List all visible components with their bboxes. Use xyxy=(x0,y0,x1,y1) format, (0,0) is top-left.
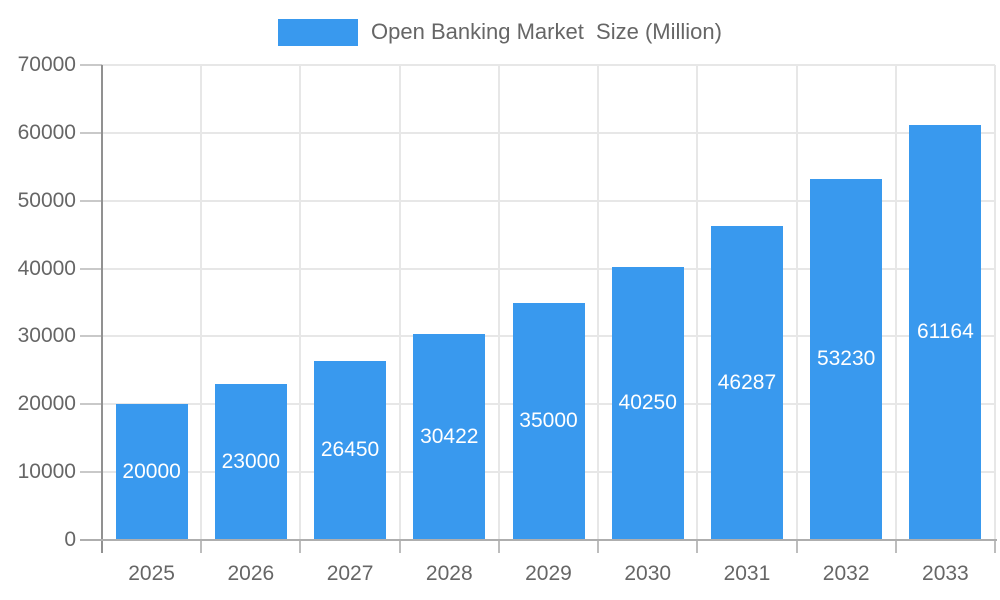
y-tick-label: 10000 xyxy=(17,460,76,484)
bar: 30422 xyxy=(413,333,486,540)
y-tick-label: 40000 xyxy=(17,256,76,280)
bar: 26450 xyxy=(314,360,387,540)
gridline-vertical xyxy=(696,65,699,540)
bar-value-label: 35000 xyxy=(519,409,578,433)
x-tick-label: 2032 xyxy=(822,562,870,585)
legend-item[interactable]: Open Banking Market Size (Million) xyxy=(0,14,1000,50)
gridline-vertical xyxy=(597,65,600,540)
y-axis-tick xyxy=(80,64,102,66)
x-axis-tick xyxy=(200,540,203,553)
y-axis-line xyxy=(101,65,103,553)
bar: 23000 xyxy=(214,383,287,540)
x-tick-label: 2026 xyxy=(227,562,275,585)
gridline-vertical xyxy=(398,65,401,540)
x-tick-label: 2028 xyxy=(425,562,473,585)
bar-value-label: 26450 xyxy=(320,438,380,462)
bar: 61164 xyxy=(909,124,982,540)
y-axis-tick xyxy=(80,471,102,474)
gridline-horizontal xyxy=(102,267,995,270)
bar-value-label: 23000 xyxy=(221,449,281,473)
y-tick-label: 70000 xyxy=(17,53,76,76)
bar: 35000 xyxy=(512,302,585,540)
x-tick-label: 2033 xyxy=(922,562,969,585)
gridline-vertical xyxy=(994,65,996,540)
x-axis-tick xyxy=(398,540,401,553)
gridline-vertical xyxy=(299,65,302,540)
y-axis-tick xyxy=(80,267,102,270)
x-axis-tick xyxy=(894,540,897,553)
bar-value-label: 20000 xyxy=(122,460,181,484)
y-axis-tick xyxy=(80,131,102,134)
y-axis-tick xyxy=(80,199,102,202)
y-tick-label: 60000 xyxy=(17,120,76,144)
legend-label: Open Banking Market Size (Million) xyxy=(371,19,722,44)
x-axis-tick xyxy=(597,540,600,553)
bar-value-label: 53230 xyxy=(816,347,876,371)
y-tick-label: 0 xyxy=(64,528,76,551)
bar-value-label: 30422 xyxy=(420,424,479,448)
x-axis-tick xyxy=(696,540,699,553)
bar: 20000 xyxy=(115,404,188,540)
x-tick-label: 2031 xyxy=(723,562,771,585)
bar: 40250 xyxy=(611,266,684,540)
x-tick-label: 2027 xyxy=(326,562,374,585)
bar-value-label: 61164 xyxy=(916,320,974,344)
gridline-vertical xyxy=(894,65,897,540)
x-tick-label: 2029 xyxy=(525,562,572,585)
y-axis-tick xyxy=(80,403,102,406)
y-axis-tick xyxy=(80,335,102,338)
x-axis-tick xyxy=(994,540,996,553)
x-axis-line xyxy=(80,539,997,541)
gridline-vertical xyxy=(200,65,203,540)
gridline-vertical xyxy=(497,65,500,540)
y-tick-label: 30000 xyxy=(17,324,76,348)
x-tick-label: 2030 xyxy=(624,562,672,585)
y-tick-label: 20000 xyxy=(17,392,76,416)
legend-swatch xyxy=(278,18,359,46)
bar: 53230 xyxy=(810,178,883,540)
x-axis-tick xyxy=(795,540,798,553)
bar: 46287 xyxy=(710,225,783,540)
bar-value-label: 46287 xyxy=(717,370,777,394)
gridline-horizontal xyxy=(102,199,995,202)
y-tick-label: 50000 xyxy=(17,188,76,212)
x-tick-label: 2025 xyxy=(128,562,175,585)
x-axis-tick xyxy=(497,540,500,553)
bar-value-label: 40250 xyxy=(618,391,677,415)
gridline-horizontal xyxy=(102,131,995,134)
x-axis-tick xyxy=(299,540,302,553)
gridline-vertical xyxy=(795,65,798,540)
gridline-horizontal xyxy=(102,64,995,66)
